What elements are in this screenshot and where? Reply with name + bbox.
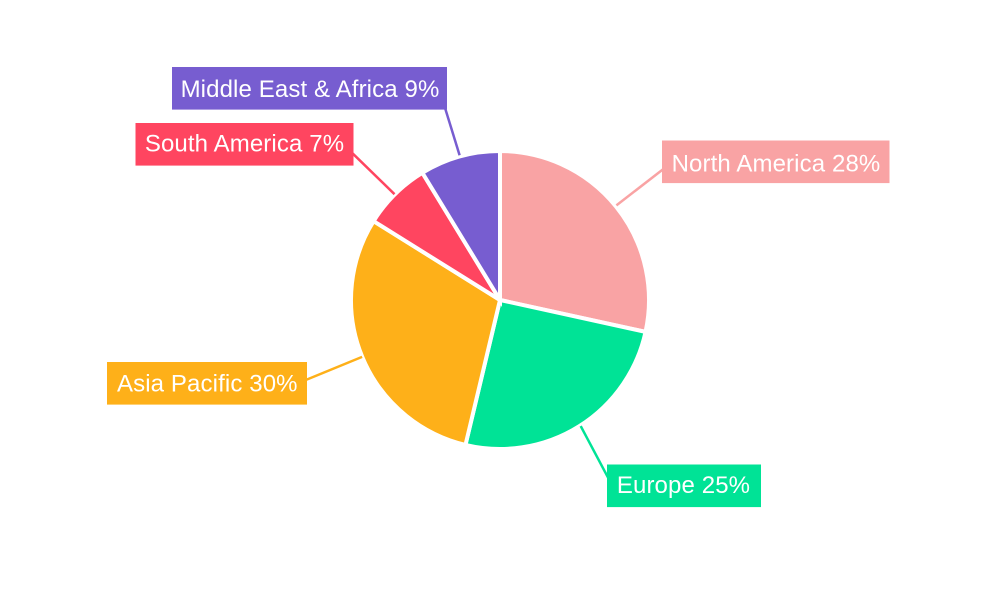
svg-text:Asia Pacific 30%: Asia Pacific 30% bbox=[117, 370, 298, 397]
svg-text:Europe 25%: Europe 25% bbox=[617, 472, 750, 499]
svg-text:Middle East & Africa 9%: Middle East & Africa 9% bbox=[181, 76, 440, 103]
svg-text:South America 7%: South America 7% bbox=[145, 131, 344, 158]
svg-text:North America 28%: North America 28% bbox=[672, 150, 881, 177]
